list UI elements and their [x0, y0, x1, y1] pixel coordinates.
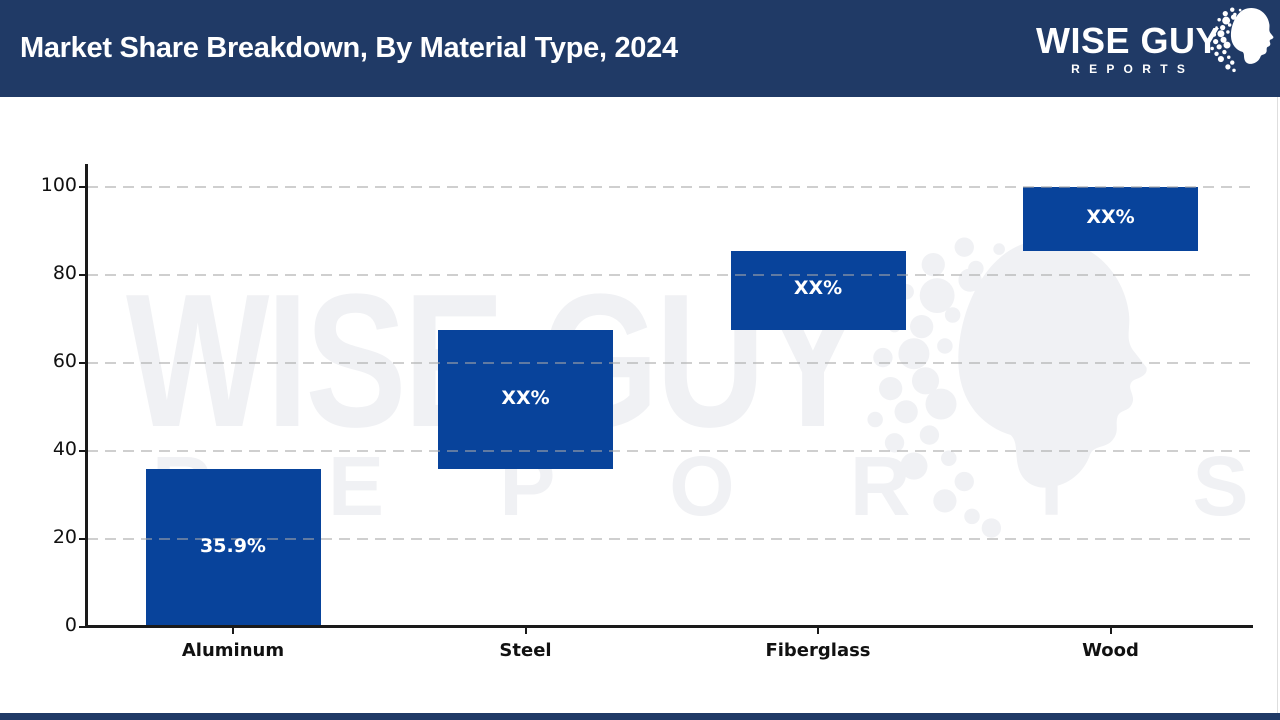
right-border-line	[1277, 97, 1278, 713]
gridline	[87, 538, 1253, 540]
category-label-fiberglass: Fiberglass	[765, 640, 871, 661]
brand-logo: WISE GUY R E P O R T S	[1036, 6, 1276, 92]
y-tick-label: 80	[52, 262, 77, 284]
bar-steel	[438, 330, 613, 470]
logo-face-icon	[1206, 4, 1276, 91]
y-axis-tick	[79, 186, 87, 188]
gridline	[87, 186, 1253, 188]
y-axis-tick	[79, 362, 87, 364]
y-axis-line	[85, 164, 88, 627]
y-tick-label: 100	[40, 174, 77, 196]
bar-value-label-fiberglass: XX%	[793, 277, 843, 300]
footer-bar	[0, 713, 1280, 720]
category-label-steel: Steel	[499, 640, 552, 661]
bar-aluminum	[145, 469, 321, 627]
gridline	[87, 362, 1253, 364]
x-axis-tick-fiberglass	[817, 627, 819, 634]
y-axis-tick	[79, 274, 87, 276]
x-axis-tick-steel	[524, 627, 527, 634]
y-tick-label: 20	[52, 526, 77, 548]
category-label-wood: Wood	[1082, 640, 1139, 661]
x-axis-tick-wood	[1109, 627, 1112, 634]
bar-value-label-steel: XX%	[501, 386, 550, 409]
x-axis-line	[85, 625, 1253, 628]
category-label-aluminum: Aluminum	[181, 640, 285, 661]
x-axis-tick-aluminum	[232, 627, 234, 634]
y-axis-tick	[79, 450, 87, 452]
y-tick-label: 0	[64, 614, 77, 636]
bar-value-label-aluminum: 35.9%	[200, 535, 266, 558]
bar-value-label-wood: XX%	[1086, 205, 1135, 228]
header-bar: Market Share Breakdown, By Material Type…	[0, 0, 1280, 97]
bar-fiberglass	[730, 250, 906, 330]
y-axis-tick	[79, 538, 87, 540]
brand-logo-line1: WISE GUY	[1035, 19, 1220, 61]
gridline	[87, 450, 1253, 452]
brand-logo-text: WISE GUY R E P O R T S	[1035, 19, 1220, 76]
brand-logo-line2: R E P O R T S	[1071, 61, 1188, 76]
y-tick-label: 60	[52, 350, 77, 372]
y-tick-label: 40	[52, 438, 77, 460]
bar-wood	[1023, 187, 1198, 251]
page-title: Market Share Breakdown, By Material Type…	[20, 32, 678, 64]
y-axis-tick	[79, 626, 87, 628]
gridline	[87, 274, 1253, 276]
